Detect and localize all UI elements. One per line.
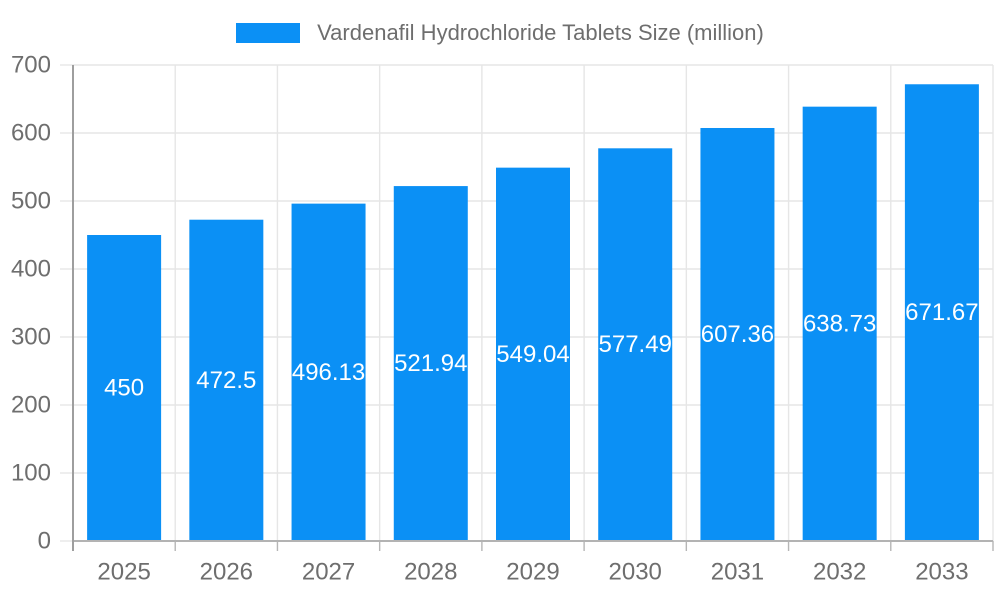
x-tick-label: 2025: [97, 559, 150, 586]
bar-value-label: 496.13: [292, 359, 365, 386]
y-tick-label: 0: [38, 528, 51, 555]
bar-value-label: 472.5: [196, 367, 256, 394]
bar[interactable]: [189, 219, 264, 541]
bar-value-label: 638.73: [803, 310, 876, 337]
bar[interactable]: [700, 127, 775, 541]
chart-legend[interactable]: Vardenafil Hydrochloride Tablets Size (m…: [0, 20, 1000, 46]
bar[interactable]: [904, 84, 979, 541]
bar-value-label: 549.04: [496, 341, 569, 368]
bar[interactable]: [291, 203, 366, 542]
x-tick-label: 2033: [915, 559, 968, 586]
bar-value-label: 521.94: [394, 350, 467, 377]
bar[interactable]: [393, 186, 468, 541]
x-tick-label: 2029: [506, 559, 559, 586]
bar-value-label: 450: [104, 375, 144, 402]
y-tick-label: 400: [11, 256, 51, 283]
y-tick-label: 600: [11, 120, 51, 147]
legend-label: Vardenafil Hydrochloride Tablets Size (m…: [317, 20, 764, 45]
x-tick-label: 2030: [609, 559, 662, 586]
bar[interactable]: [87, 235, 162, 541]
y-tick-label: 200: [11, 392, 51, 419]
legend-swatch: [236, 23, 301, 43]
bar-value-label: 577.49: [599, 331, 672, 358]
x-tick-label: 2027: [302, 559, 355, 586]
bar[interactable]: [802, 106, 877, 541]
y-tick-label: 700: [11, 52, 51, 79]
x-tick-label: 2032: [813, 559, 866, 586]
y-tick-label: 300: [11, 324, 51, 351]
y-tick-label: 500: [11, 188, 51, 215]
bar-value-label: 607.36: [701, 321, 774, 348]
y-tick-label: 100: [11, 460, 51, 487]
bar-value-label: 671.67: [905, 299, 978, 326]
bar[interactable]: [598, 148, 673, 541]
x-tick-label: 2026: [200, 559, 253, 586]
x-tick-label: 2028: [404, 559, 457, 586]
x-tick-label: 2031: [711, 559, 764, 586]
bar[interactable]: [496, 167, 570, 541]
